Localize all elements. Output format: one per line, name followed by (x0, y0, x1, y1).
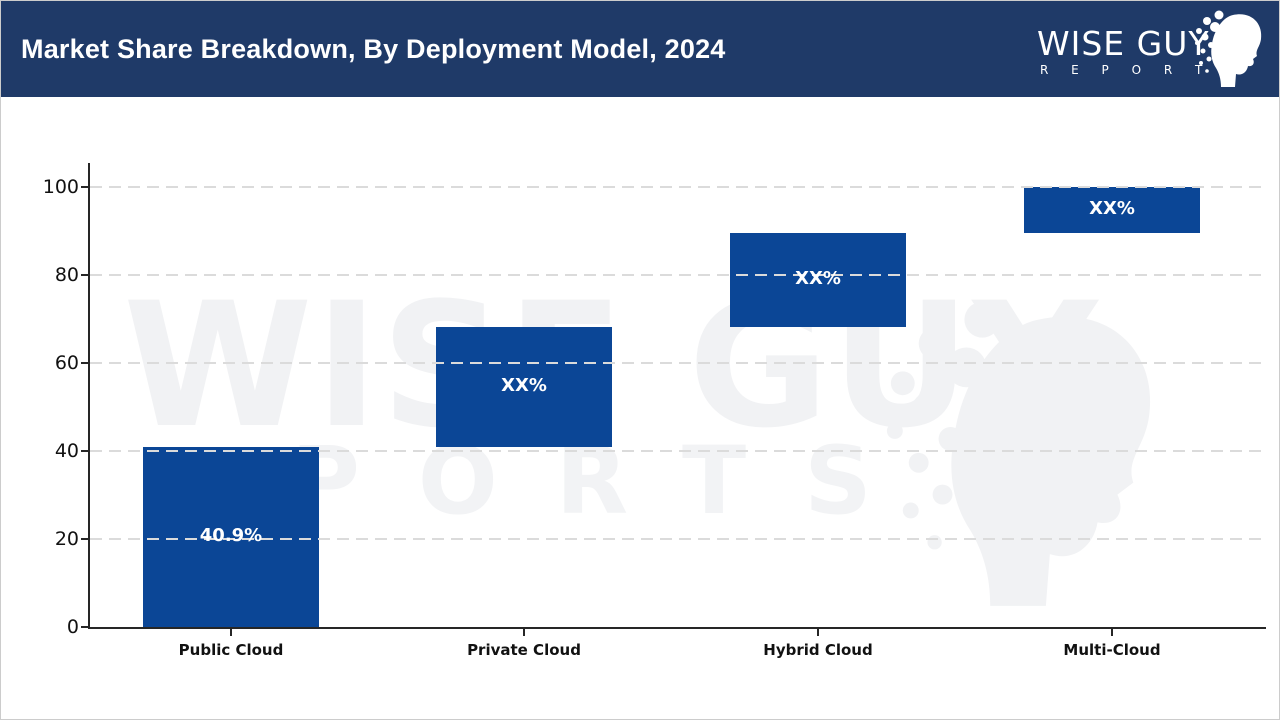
header-band: Market Share Breakdown, By Deployment Mo… (1, 1, 1279, 97)
x-tick-mark-0 (230, 629, 232, 636)
bar-public-cloud (143, 447, 319, 627)
logo-subtitle: R E P O R T S (1040, 63, 1243, 77)
x-tick-mark-2 (817, 629, 819, 636)
bar-value-label-2: XX% (795, 268, 841, 290)
page-title: Market Share Breakdown, By Deployment Mo… (21, 33, 726, 64)
y-tick-label-80: 80 (54, 264, 79, 286)
y-axis-line (88, 163, 90, 629)
x-tick-mark-3 (1111, 629, 1113, 636)
bar-multi-cloud (1024, 187, 1200, 234)
gridline-100 (90, 186, 1266, 188)
x-category-label-2: Hybrid Cloud (763, 641, 873, 659)
dotted-face-icon (1195, 10, 1262, 88)
logo-name: WISE GUY (1037, 24, 1210, 63)
bar-hybrid-cloud (730, 233, 906, 327)
y-tick-mark-0 (81, 626, 88, 628)
y-tick-mark-40 (81, 450, 88, 452)
gridline-80 (90, 274, 1266, 276)
bar-value-label-1: XX% (501, 374, 547, 396)
bar-value-label-0: 40.9% (199, 525, 263, 547)
bar-private-cloud (436, 326, 612, 448)
logo-text: WISE GUY R E P O R T S (1037, 24, 1243, 78)
x-category-label-3: Multi-Cloud (1063, 641, 1161, 659)
x-category-label-0: Public Cloud (178, 641, 284, 659)
gridline-20 (90, 538, 1266, 540)
wise-guy-reports-logo: WISE GUY R E P O R T S (1019, 9, 1269, 89)
x-category-label-1: Private Cloud (467, 641, 581, 659)
y-tick-mark-100 (81, 186, 88, 188)
x-tick-mark-1 (523, 629, 525, 636)
x-axis-line (88, 627, 1266, 629)
gridline-40 (90, 450, 1266, 452)
y-tick-label-20: 20 (54, 528, 79, 550)
y-tick-mark-80 (81, 274, 88, 276)
y-tick-label-60: 60 (54, 352, 79, 374)
y-tick-label-40: 40 (54, 440, 79, 462)
gridline-60 (90, 362, 1266, 364)
chart-area: WISE GUY PORTS 0 20 40 60 80 100 40.9% Public … (1, 97, 1279, 719)
y-tick-label-100: 100 (42, 176, 79, 198)
bar-value-label-3: XX% (1089, 198, 1135, 220)
y-tick-mark-60 (81, 362, 88, 364)
y-tick-mark-20 (81, 538, 88, 540)
y-tick-label-0: 0 (66, 616, 79, 638)
watermark-face-icon (886, 301, 1151, 606)
